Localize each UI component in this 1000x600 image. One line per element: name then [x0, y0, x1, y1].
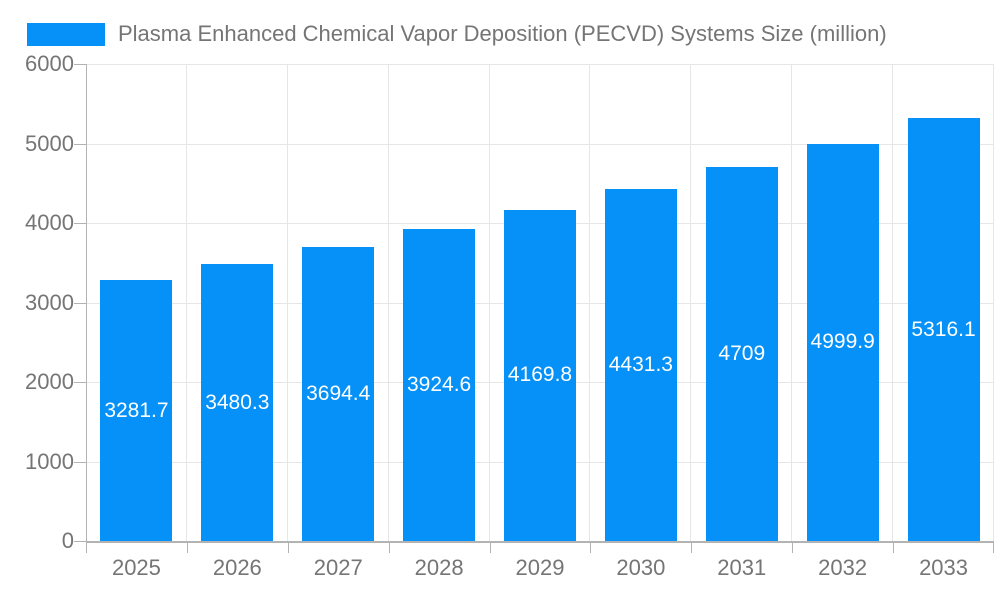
bar[interactable]: 3281.7	[100, 280, 173, 541]
y-axis-tick	[74, 143, 86, 145]
x-tick-label: 2031	[717, 555, 767, 580]
legend-swatch	[27, 22, 105, 46]
bar[interactable]: 3694.4	[302, 247, 375, 541]
bar[interactable]: 5316.1	[907, 118, 980, 541]
bar-value-label: 3480.3	[205, 390, 270, 414]
y-tick-label: 1000	[25, 448, 74, 474]
x-axis-tick	[993, 543, 994, 553]
x-tick-label: 2032	[818, 555, 868, 580]
y-tick-label: 0	[61, 528, 74, 553]
plot-area: 0 1000 2000 3000 4000 5000 6000 3281.7 2025 3480.…	[25, 53, 994, 580]
y-tick-label: 5000	[25, 130, 74, 156]
x-gridline	[286, 64, 288, 541]
y-axis-tick	[74, 382, 86, 383]
bar-value-label: 3694.4	[306, 382, 371, 406]
bar[interactable]: 3924.6	[403, 229, 476, 541]
x-tick-label: 2026	[212, 555, 262, 580]
bar[interactable]: 4999.9	[806, 143, 879, 541]
x-gridline	[791, 64, 793, 541]
bar-value-label: 4709	[718, 341, 766, 365]
bar[interactable]: 4431.3	[604, 188, 677, 541]
x-axis-tick	[388, 543, 390, 553]
y-tick-label: 4000	[25, 210, 74, 235]
x-axis-tick	[590, 543, 592, 553]
bar[interactable]: 4709	[705, 166, 778, 541]
bar-value-label: 5316.1	[911, 317, 976, 341]
x-axis-tick	[792, 543, 794, 553]
x-axis-tick	[86, 543, 87, 553]
y-tick-label: 2000	[25, 369, 74, 394]
y-axis-tick	[74, 223, 86, 224]
x-gridline	[387, 64, 389, 541]
y-gridline	[86, 143, 994, 145]
x-gridline	[993, 64, 994, 541]
bar-value-label: 4999.9	[810, 330, 875, 354]
x-tick-label: 2029	[515, 555, 565, 580]
y-axis-tick	[74, 461, 86, 463]
y-axis-tick	[74, 64, 86, 65]
bar[interactable]: 4169.8	[504, 209, 576, 541]
y-axis-tick	[74, 302, 86, 304]
bar-value-label: 3281.7	[104, 398, 169, 422]
bar-value-label: 3924.6	[406, 373, 472, 396]
x-axis-tick	[489, 543, 491, 553]
x-axis-tick	[691, 543, 693, 553]
x-tick-label: 2030	[616, 555, 666, 580]
legend-label: Plasma Enhanced Chemical Vapor Depositio…	[118, 21, 887, 46]
x-tick-label: 2027	[313, 555, 363, 580]
y-gridline	[86, 64, 994, 65]
x-axis-tick	[186, 543, 188, 553]
legend-item[interactable]: Plasma Enhanced Chemical Vapor Depositio…	[27, 21, 887, 47]
x-tick-label: 2025	[111, 555, 161, 580]
x-tick-label: 2028	[414, 555, 464, 580]
x-tick-label: 2033	[919, 555, 969, 580]
x-gridline	[690, 64, 692, 541]
y-axis-line	[86, 64, 87, 541]
x-axis-tick	[287, 543, 289, 553]
x-gridline	[185, 64, 187, 541]
y-tick-label: 6000	[25, 51, 74, 76]
bar[interactable]: 3480.3	[201, 264, 274, 541]
x-axis-tick	[893, 543, 895, 553]
x-gridline	[892, 64, 894, 541]
bar-value-label: 4169.8	[507, 363, 573, 387]
x-gridline	[488, 64, 490, 541]
x-axis-line	[86, 541, 994, 543]
y-tick-label: 3000	[25, 289, 74, 315]
y-axis-tick	[74, 541, 86, 542]
x-gridline	[589, 64, 591, 541]
bar-value-label: 4431.3	[608, 352, 673, 376]
